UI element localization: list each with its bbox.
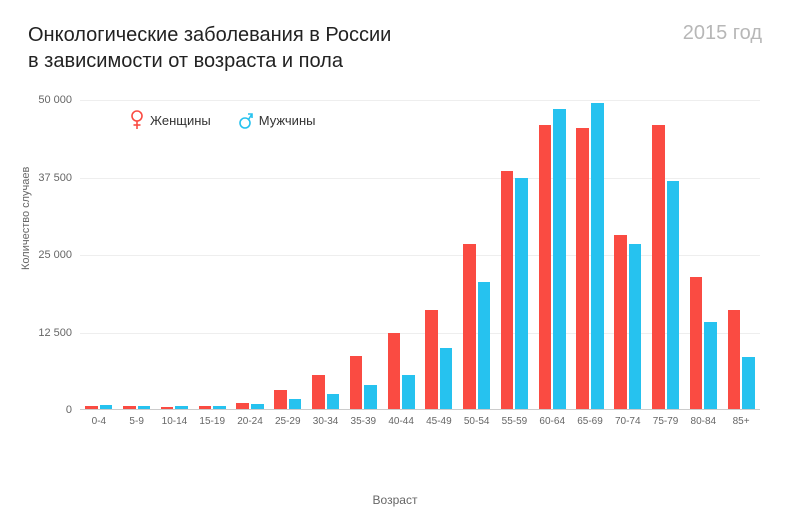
- year-label: 2015 год: [683, 22, 762, 45]
- y-tick-label: 0: [66, 404, 72, 416]
- x-tick-label: 75-79: [653, 416, 679, 427]
- bar-male: [440, 348, 453, 410]
- x-axis-line: [80, 409, 760, 410]
- bar-male: [629, 244, 642, 410]
- bar-female: [425, 310, 438, 410]
- chart-container: Онкологические заболевания в России в за…: [0, 0, 790, 519]
- x-axis-label: Возраст: [373, 493, 418, 507]
- x-tick-label: 35-39: [351, 416, 377, 427]
- bar-female: [539, 125, 552, 410]
- bar-female: [690, 277, 703, 410]
- bar-male: [667, 181, 680, 410]
- bar-female: [274, 390, 287, 410]
- bar-male: [478, 282, 491, 410]
- x-tick-label: 55-59: [502, 416, 528, 427]
- x-tick-label: 45-49: [426, 416, 452, 427]
- x-tick-label: 70-74: [615, 416, 641, 427]
- bar-male: [553, 109, 566, 410]
- bar-female: [350, 356, 363, 410]
- bar-male: [402, 375, 415, 410]
- bar-male: [515, 178, 528, 411]
- bar-female: [614, 235, 627, 410]
- bar-female: [652, 125, 665, 410]
- y-tick-label: 12 500: [38, 327, 72, 339]
- bar-female: [312, 375, 325, 410]
- chart-title: Онкологические заболевания в России в за…: [28, 22, 391, 74]
- bar-female: [388, 333, 401, 411]
- bar-female: [463, 244, 476, 410]
- y-tick-label: 25 000: [38, 249, 72, 261]
- bar-female: [728, 310, 741, 410]
- bar-male: [364, 385, 377, 410]
- x-tick-label: 80-84: [691, 416, 717, 427]
- x-tick-label: 50-54: [464, 416, 490, 427]
- bar-male: [591, 103, 604, 410]
- y-axis-label: Количество случаев: [20, 167, 32, 270]
- x-tick-label: 85+: [733, 416, 750, 427]
- x-tick-label: 60-64: [539, 416, 565, 427]
- y-tick-label: 37 500: [38, 172, 72, 184]
- title-line-1: Онкологические заболевания в России: [28, 22, 391, 48]
- x-tick-label: 20-24: [237, 416, 263, 427]
- x-tick-label: 40-44: [388, 416, 414, 427]
- bar-male: [704, 322, 717, 410]
- x-tick-label: 65-69: [577, 416, 603, 427]
- header-row: Онкологические заболевания в России в за…: [28, 22, 762, 74]
- x-tick-label: 25-29: [275, 416, 301, 427]
- x-tick-label: 10-14: [162, 416, 188, 427]
- plot-body: Женщины Мужчины 012 50025 00037 50050 00…: [80, 100, 760, 410]
- bar-male: [742, 357, 755, 410]
- bar-male: [327, 394, 340, 410]
- title-line-2: в зависимости от возраста и пола: [28, 48, 391, 74]
- y-tick-label: 50 000: [38, 94, 72, 106]
- bars-layer: [80, 100, 760, 410]
- plot-area: Женщины Мужчины 012 50025 00037 50050 00…: [80, 100, 760, 440]
- x-tick-label: 5-9: [129, 416, 143, 427]
- bar-female: [576, 128, 589, 410]
- x-tick-label: 30-34: [313, 416, 339, 427]
- x-tick-label: 0-4: [92, 416, 106, 427]
- x-tick-label: 15-19: [199, 416, 225, 427]
- bar-female: [501, 171, 514, 410]
